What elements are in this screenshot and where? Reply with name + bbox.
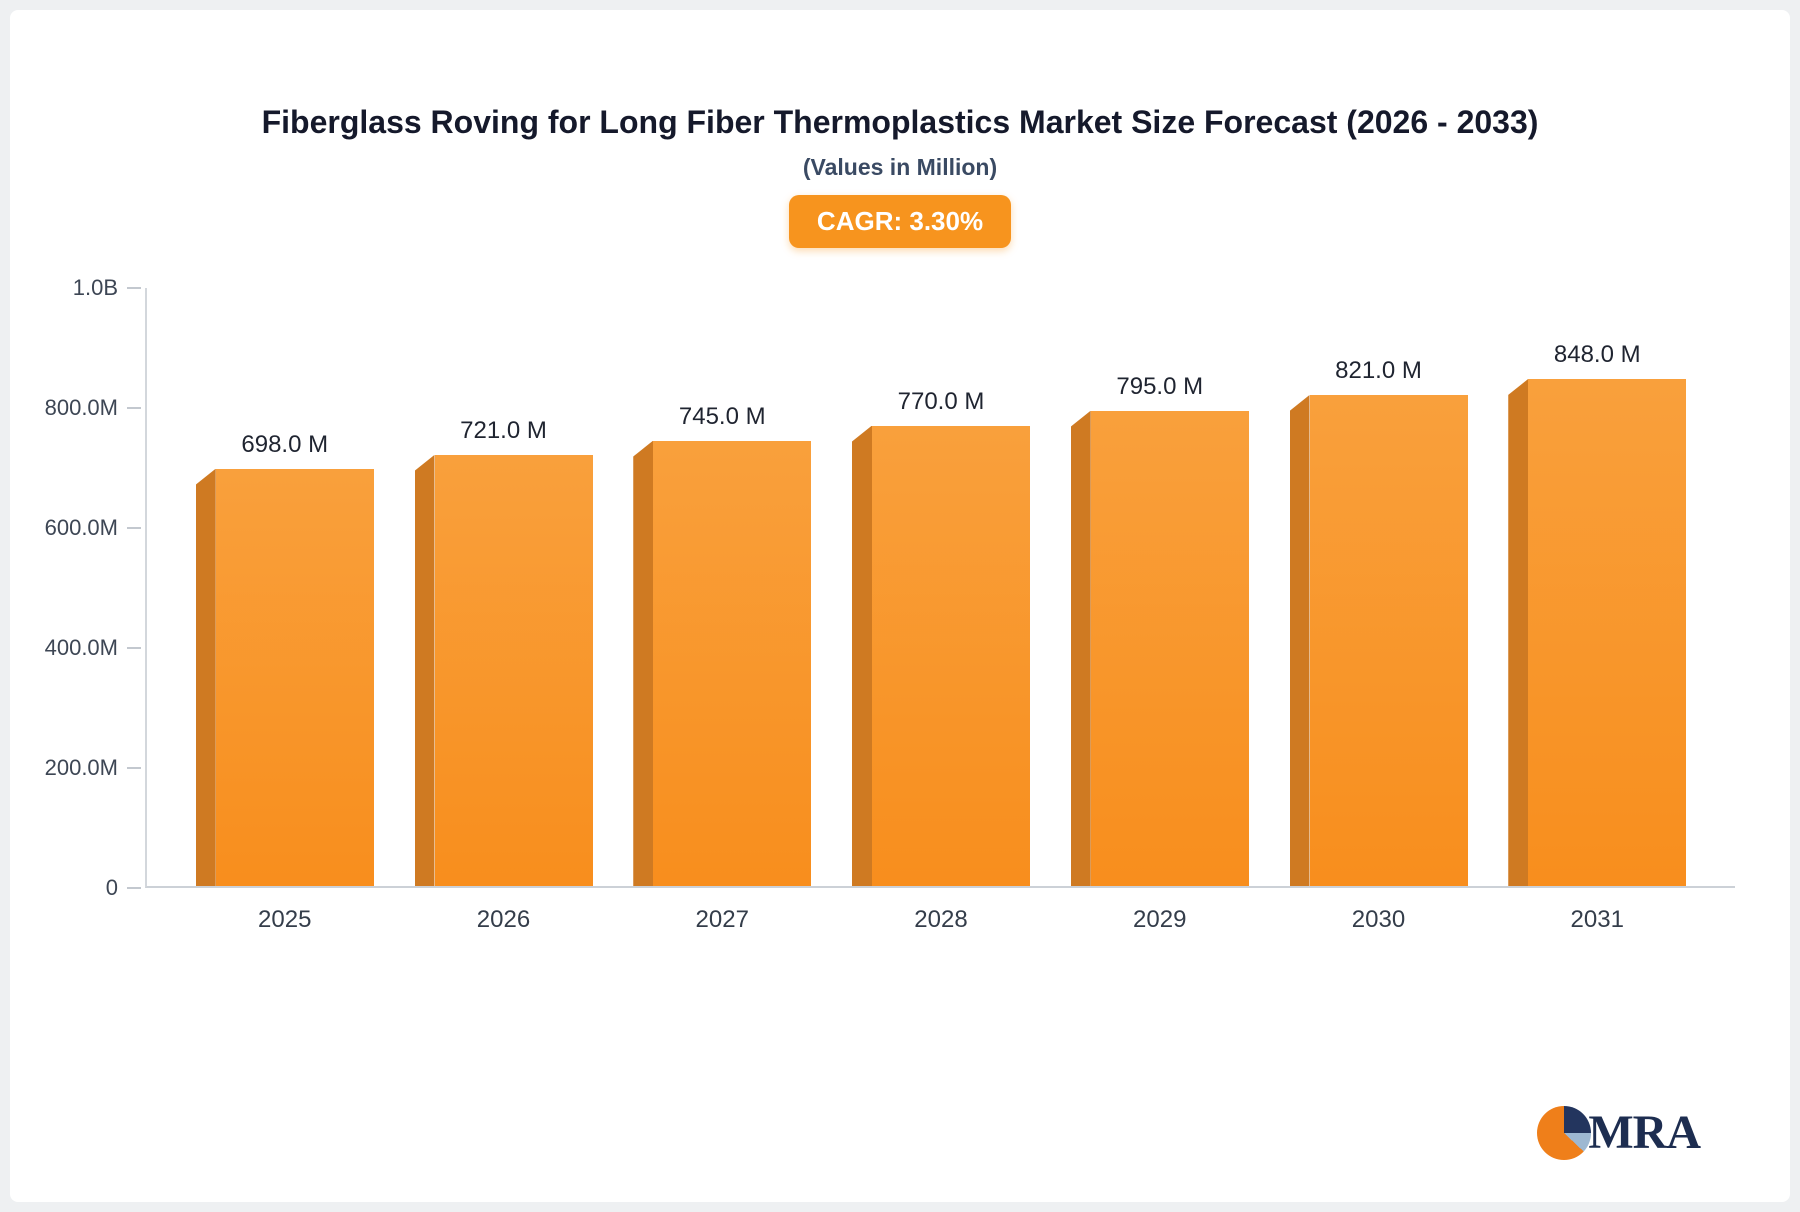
bar-side-face <box>1508 378 1529 886</box>
y-axis-tick-mark <box>127 647 141 649</box>
bar <box>1508 378 1687 886</box>
x-axis-label: 2025 <box>258 906 312 933</box>
x-axis-label: 2029 <box>1133 906 1187 933</box>
y-axis-tick: 600.0M <box>45 515 141 541</box>
x-axis-label: 2030 <box>1351 906 1406 933</box>
bar-group: 698.0 M 2025 <box>195 288 374 933</box>
x-axis-label: 2031 <box>1570 906 1624 933</box>
y-axis-tick-mark <box>127 287 141 289</box>
bar-side-face <box>195 468 216 886</box>
bar-value-label: 745.0 M <box>678 402 766 430</box>
x-axis-label: 2027 <box>695 906 749 933</box>
bar-group: 745.0 M 2027 <box>633 288 812 933</box>
mra-logo-text: MRA <box>1588 1106 1701 1159</box>
bar <box>1289 395 1468 886</box>
bar-front-face <box>1309 395 1468 886</box>
mra-logo-pie-icon <box>1537 1105 1592 1160</box>
y-axis-tick: 800.0M <box>45 395 141 421</box>
bar-group: 770.0 M 2028 <box>852 288 1030 933</box>
y-axis-tick-label: 0 <box>105 875 118 900</box>
bar-value-label: 848.0 M <box>1553 340 1641 368</box>
bar-front-face <box>872 425 1030 886</box>
bar-front-face <box>434 454 593 886</box>
bar-group: 821.0 M 2030 <box>1289 288 1468 933</box>
bar <box>195 468 374 886</box>
chart-subtitle: (Values in Million) <box>802 154 998 180</box>
bar-front-face <box>1090 410 1249 886</box>
bars-row: 698.0 M 2025 721.0 M 2026 745.0 M 2027 770.0 M… <box>147 288 1735 933</box>
bar-value-label: 770.0 M <box>897 387 985 415</box>
bar <box>633 440 812 886</box>
bar-side-face <box>1289 395 1310 886</box>
bar-front-face <box>653 440 812 886</box>
y-axis-tick-label: 600.0M <box>44 515 118 540</box>
bar-front-face <box>1528 378 1687 886</box>
bar <box>414 454 593 886</box>
bar-side-face <box>1070 410 1091 886</box>
y-axis-tick-mark <box>127 527 141 529</box>
bar-value-label: 821.0 M <box>1335 357 1422 385</box>
plot-area: 698.0 M 2025 721.0 M 2026 745.0 M 2027 770.0 M… <box>145 288 1735 933</box>
cagr-badge: CAGR: 3.30% <box>788 195 1012 248</box>
x-axis-label: 2026 <box>476 906 531 933</box>
bar-side-face <box>852 425 872 886</box>
bar-group: 721.0 M 2026 <box>414 288 593 933</box>
bar-value-label: 795.0 M <box>1116 372 1204 400</box>
bar <box>852 425 1030 886</box>
y-axis-tick-mark <box>127 767 141 769</box>
x-axis-label: 2028 <box>914 906 968 933</box>
y-axis-tick: 0 <box>106 875 141 901</box>
y-axis-tick-mark <box>127 887 141 889</box>
y-axis-tick: 1.0B <box>73 275 141 301</box>
bar-group: 795.0 M 2029 <box>1070 288 1249 933</box>
y-axis-tick-label: 400.0M <box>44 635 118 660</box>
bar-value-label: 721.0 M <box>460 416 547 444</box>
bar-side-face <box>633 440 654 886</box>
bar-value-label: 698.0 M <box>241 430 329 458</box>
y-axis-tick-label: 200.0M <box>44 755 118 780</box>
chart-card: Fiberglass Roving for Long Fiber Thermop… <box>10 10 1790 1202</box>
bar-front-face <box>215 468 374 886</box>
bar-side-face <box>414 454 435 886</box>
mra-logo: MRA <box>1537 1105 1701 1160</box>
chart-area: 1.0B 800.0M 600.0M 400.0M 200.0M 0 698.0 M 202… <box>45 275 1735 933</box>
y-axis-tick-label: 1.0B <box>72 275 118 300</box>
y-axis-tick: 200.0M <box>45 755 141 781</box>
y-axis-tick-label: 800.0M <box>44 395 118 420</box>
bar <box>1070 410 1249 886</box>
bar-group: 848.0 M 2031 <box>1508 288 1687 933</box>
y-axis: 1.0B 800.0M 600.0M 400.0M 200.0M 0 <box>45 275 145 900</box>
y-axis-tick: 400.0M <box>45 635 141 661</box>
cagr-badge-wrap: CAGR: 3.30% <box>10 195 1790 248</box>
y-axis-tick-mark <box>127 407 141 409</box>
chart-title: Fiberglass Roving for Long Fiber Thermop… <box>261 104 1539 140</box>
